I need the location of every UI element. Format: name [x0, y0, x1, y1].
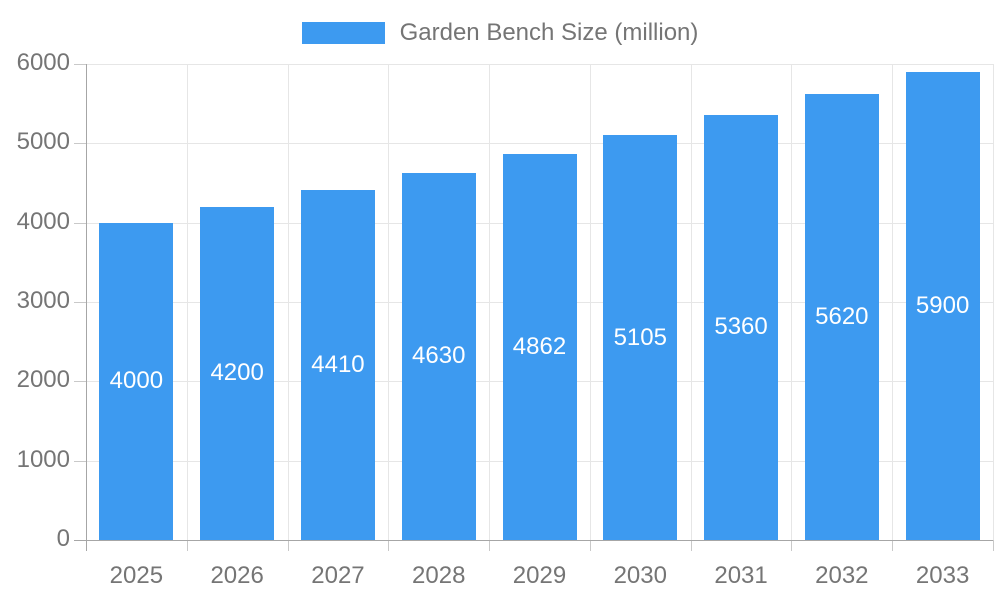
- x-axis-tick-label: 2030: [613, 562, 667, 589]
- x-axis-line: [74, 540, 993, 541]
- bar[interactable]: [905, 71, 980, 540]
- x-axis-tick-label: 2027: [311, 562, 365, 589]
- bar[interactable]: [804, 94, 879, 540]
- x-axis-tick-mark: [791, 540, 793, 551]
- x-axis-tick-mark: [690, 540, 692, 551]
- x-axis-tick-mark: [388, 540, 390, 551]
- y-axis-tick-label: 4000: [16, 207, 70, 235]
- y-axis-tick-mark: [74, 64, 86, 65]
- x-axis-tick-label: 2026: [210, 562, 264, 589]
- y-axis-tick-mark: [74, 302, 86, 303]
- x-gridline: [892, 64, 894, 540]
- y-gridline: [86, 143, 993, 145]
- bar-value-label: 4200: [210, 359, 264, 387]
- bar-value-label: 5620: [815, 303, 869, 331]
- y-axis-tick-label: 1000: [16, 445, 70, 473]
- x-gridline: [388, 64, 390, 540]
- x-axis-tick-mark: [993, 540, 994, 551]
- y-axis-tick-mark: [74, 381, 86, 383]
- y-axis-tick-label: 3000: [16, 286, 70, 314]
- y-axis-tick-label: 0: [56, 524, 70, 552]
- bar[interactable]: [99, 222, 174, 540]
- y-axis-tick-label: 2000: [16, 366, 70, 394]
- x-axis-tick-label: 2025: [109, 562, 164, 589]
- x-axis-tick-mark: [489, 540, 491, 551]
- x-axis-tick-label: 2028: [412, 562, 466, 589]
- x-gridline: [489, 64, 491, 540]
- legend-item[interactable]: Garden Bench Size (million): [301, 19, 699, 47]
- x-gridline: [690, 64, 692, 540]
- y-axis-tick-mark: [74, 460, 86, 462]
- y-axis-line: [86, 64, 87, 551]
- bar-value-label: 4410: [311, 351, 365, 379]
- x-axis-tick-label: 2032: [815, 562, 869, 589]
- bar-value-label: 5900: [915, 291, 970, 319]
- bar[interactable]: [401, 172, 476, 540]
- x-axis-tick-mark: [892, 540, 894, 551]
- bar[interactable]: [603, 135, 678, 540]
- y-gridline: [86, 64, 993, 65]
- x-gridline: [287, 64, 289, 540]
- bar-value-label: 4862: [512, 333, 567, 361]
- y-axis-tick-mark: [74, 143, 86, 145]
- bar-value-label: 5105: [613, 323, 667, 351]
- x-gridline: [791, 64, 793, 540]
- y-axis-tick-label: 5000: [16, 128, 70, 156]
- x-axis-tick-mark: [589, 540, 591, 551]
- bar[interactable]: [502, 154, 577, 540]
- bar-value-label: 4630: [412, 342, 466, 370]
- legend: Garden Bench Size (million): [0, 19, 1000, 47]
- bar[interactable]: [200, 206, 275, 540]
- y-axis-tick-label: 6000: [16, 48, 70, 76]
- x-gridline: [589, 64, 591, 540]
- bar[interactable]: [704, 114, 779, 540]
- x-axis-tick-mark: [287, 540, 289, 551]
- x-axis-tick-label: 2031: [714, 562, 768, 589]
- legend-swatch: [301, 22, 385, 44]
- x-gridline: [993, 64, 994, 540]
- x-axis-tick-label: 2033: [915, 562, 970, 589]
- legend-label: Garden Bench Size (million): [399, 19, 699, 46]
- y-axis-tick-mark: [74, 222, 86, 224]
- bar-value-label: 4000: [109, 367, 164, 395]
- x-axis-tick-label: 2029: [512, 562, 567, 589]
- bar[interactable]: [300, 190, 375, 540]
- x-axis-tick-mark: [186, 540, 188, 551]
- bar-value-label: 5360: [714, 313, 768, 341]
- x-gridline: [186, 64, 188, 540]
